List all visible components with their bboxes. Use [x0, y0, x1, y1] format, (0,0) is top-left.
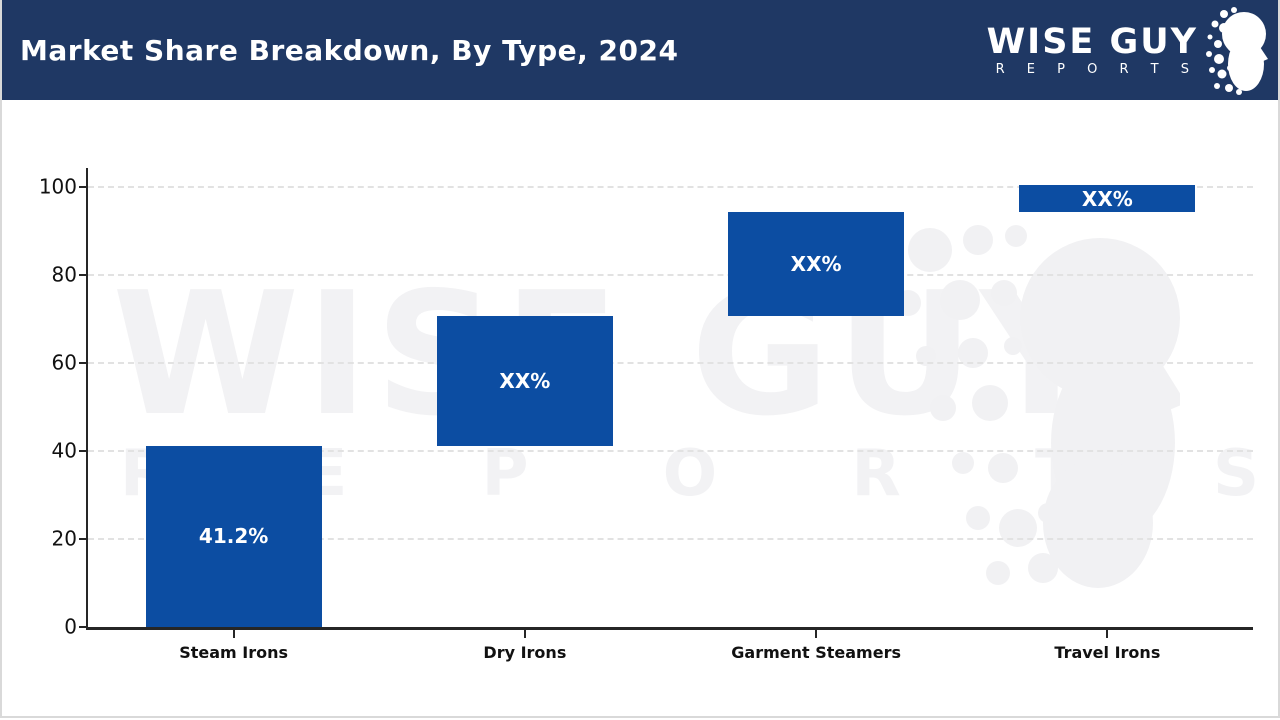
x-axis-line — [86, 627, 1253, 630]
bar-dry-irons: XX% — [436, 316, 613, 446]
ytick-mark-80 — [79, 274, 88, 276]
bar-value-label: 41.2% — [198, 524, 269, 549]
ytick-label-100: 100 — [38, 174, 77, 199]
xtick-mark-3 — [1106, 630, 1109, 638]
ytick-label-60: 60 — [51, 350, 77, 375]
ytick-mark-40 — [79, 450, 88, 452]
category-label-0: Steam Irons — [179, 643, 289, 662]
logo-wordmark-line1: WISE GUY — [986, 21, 1198, 62]
bar-value-label: XX% — [1081, 186, 1133, 211]
ytick-label-20: 20 — [51, 526, 77, 551]
bar-value-label: XX% — [499, 369, 551, 394]
ytick-label-0: 0 — [64, 614, 77, 639]
bar-garment-steamers: XX% — [728, 212, 905, 317]
page-title: Market Share Breakdown, By Type, 2024 — [20, 33, 679, 67]
gridline-y60 — [88, 362, 1253, 364]
logo-face-icon — [1206, 7, 1268, 95]
ytick-label-40: 40 — [51, 438, 77, 463]
header-bar: Market Share Breakdown, By Type, 2024 WI… — [0, 0, 1280, 100]
xtick-mark-1 — [523, 630, 526, 638]
ytick-mark-60 — [79, 362, 88, 364]
gridline-y40 — [88, 450, 1253, 452]
ytick-mark-20 — [79, 538, 88, 540]
category-label-3: Travel Irons — [1054, 643, 1161, 662]
gridline-y20 — [88, 538, 1253, 540]
xtick-mark-2 — [815, 630, 818, 638]
ytick-label-80: 80 — [51, 262, 77, 287]
ytick-mark-100 — [79, 186, 88, 188]
watermark-face-icon — [895, 225, 1180, 588]
logo-wordmark-line2: R E P O R T S — [995, 61, 1198, 77]
bar-value-label: XX% — [790, 252, 842, 277]
gridline-y80 — [88, 274, 1253, 276]
logo-wordmark: WISE GUY R E P O R T S — [986, 21, 1198, 77]
bar-travel-irons: XX% — [1019, 185, 1196, 213]
category-label-1: Dry Irons — [483, 643, 567, 662]
bar-steam-irons: 41.2% — [145, 445, 322, 627]
wise-guy-logo: WISE GUY R E P O R T S — [987, 0, 1268, 100]
xtick-mark-0 — [232, 630, 235, 638]
ytick-mark-0 — [79, 626, 88, 628]
category-label-2: Garment Steamers — [731, 643, 901, 662]
chart-canvas: WISE GUY R E P O R T S 0 20 40 60 80 100 41.2%… — [0, 100, 1280, 720]
y-axis-line — [86, 168, 88, 629]
gridline-y100 — [88, 186, 1253, 188]
